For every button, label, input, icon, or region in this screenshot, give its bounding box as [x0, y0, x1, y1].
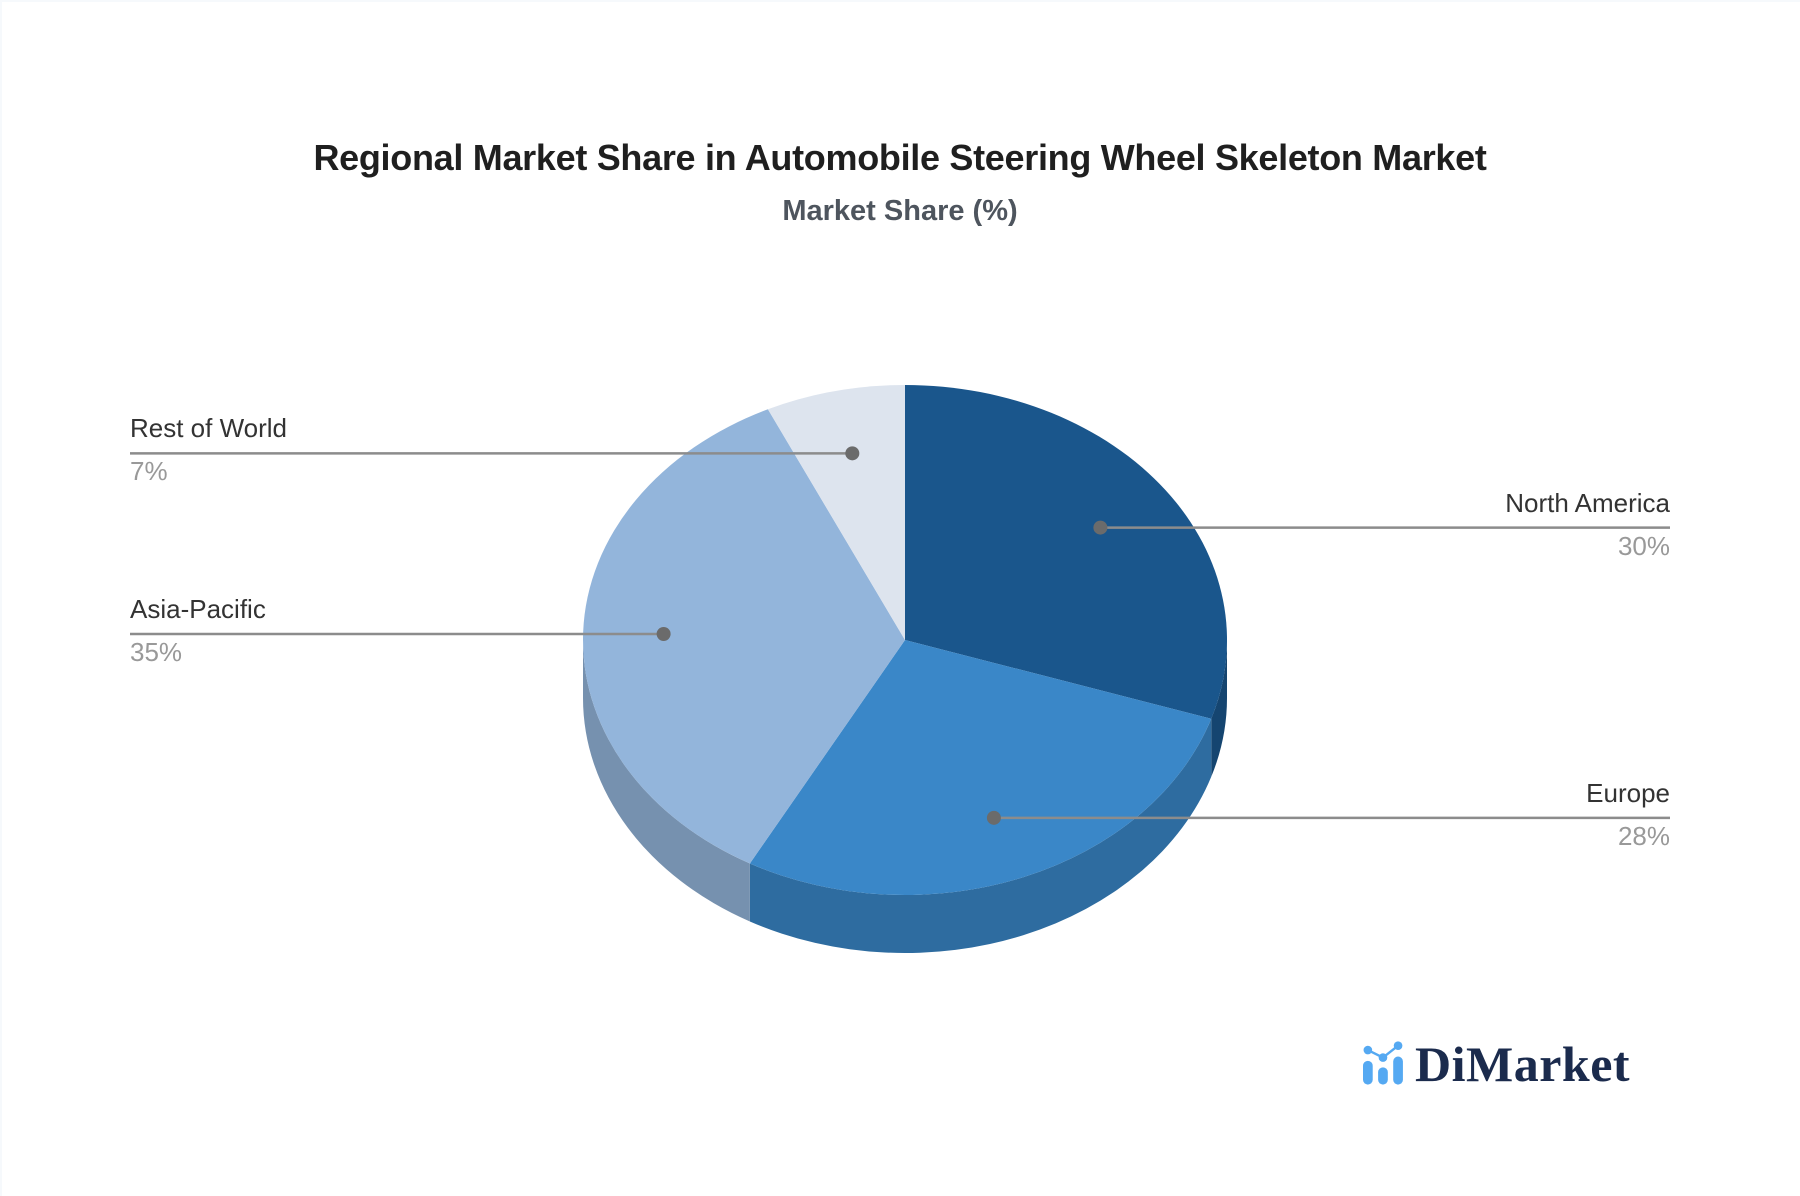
callout-europe: Europe 28% — [1586, 776, 1670, 854]
dimarket-logo: DiMarket — [1363, 1038, 1630, 1090]
pie-3d-sides — [583, 640, 1227, 953]
logo-bar — [1363, 1060, 1373, 1085]
logo-dot — [1363, 1045, 1373, 1055]
slice-value: 28% — [1617, 820, 1670, 851]
callout-lines — [130, 446, 1670, 825]
slice-value: 7% — [130, 456, 168, 487]
pie-slice-europe[interactable] — [749, 640, 1212, 896]
pie-slices — [582, 385, 1228, 896]
slice-label: North America — [1505, 487, 1670, 518]
slice-label: Rest of World — [130, 413, 288, 444]
callout-rest-of-world: Rest of World 7% — [130, 411, 287, 489]
chart-subtitle: Market Share (%) — [782, 195, 1018, 227]
callout-dot — [986, 810, 1001, 825]
callout-dot — [845, 446, 860, 461]
callout-dot — [1093, 520, 1108, 535]
logo-text: DiMarket — [1415, 1036, 1631, 1092]
callout-asia-pacific: Asia-Pacific 35% — [130, 592, 266, 670]
logo-dot — [1393, 1041, 1403, 1051]
pie-slice-side-north-america — [1211, 640, 1227, 777]
pie-slice-rest-of-world[interactable] — [767, 385, 905, 640]
slice-value: 30% — [1617, 530, 1670, 561]
slice-label: Asia-Pacific — [130, 593, 266, 624]
slice-label: Europe — [1586, 777, 1670, 808]
pie-slice-side-europe — [749, 718, 1212, 953]
pie-slice-north-america[interactable] — [905, 385, 1228, 719]
bar-line-chart-logo-icon — [1363, 1041, 1403, 1085]
slice-value: 35% — [130, 636, 183, 667]
pie-slice-asia-pacific[interactable] — [582, 409, 905, 864]
logo-dot — [1378, 1053, 1388, 1062]
chart-title: Regional Market Share in Automobile Stee… — [313, 137, 1487, 178]
callout-dot — [656, 626, 671, 641]
callout-north-america: North America 30% — [1505, 486, 1670, 564]
pie-slice-side-asia-pacific — [583, 640, 750, 922]
logo-bar — [1378, 1067, 1388, 1085]
logo-bar — [1393, 1056, 1403, 1085]
